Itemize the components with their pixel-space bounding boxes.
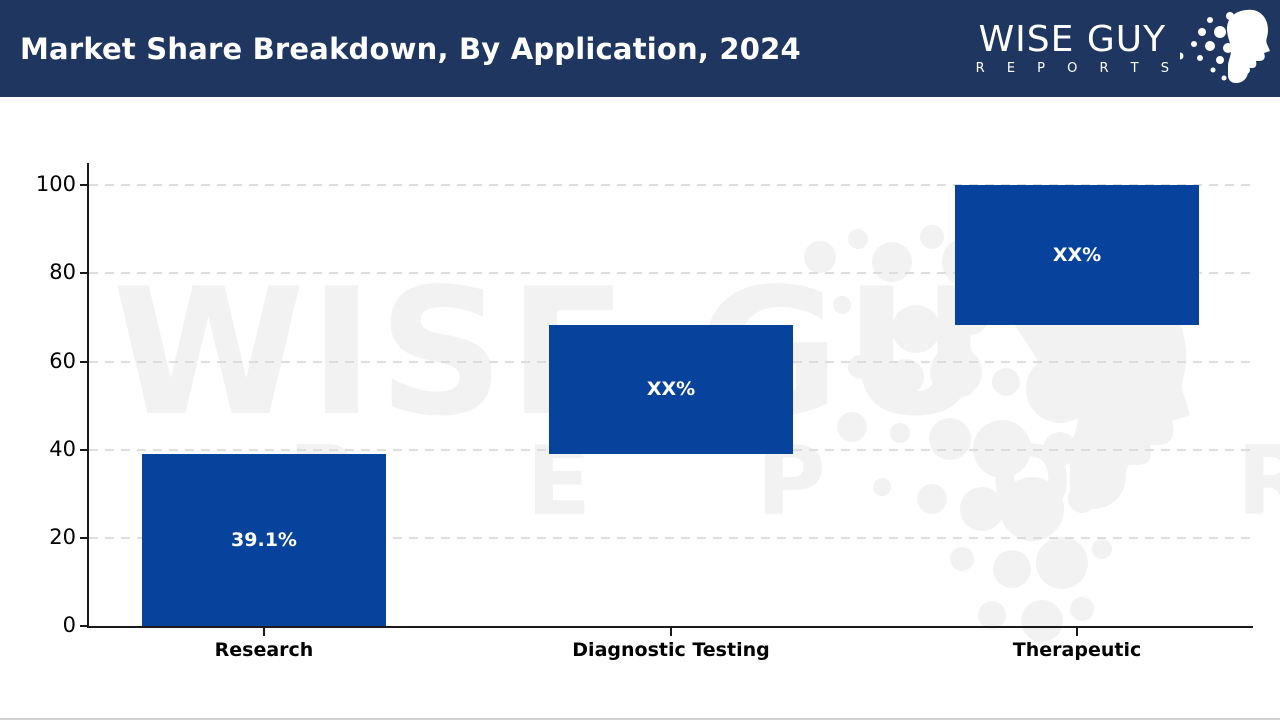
y-tick-label: 20 (49, 524, 76, 549)
gridline-y80 (89, 272, 1253, 275)
x-tick-mark (1076, 628, 1078, 636)
y-tick-mark (80, 448, 87, 451)
bar-research: 39.1% (142, 453, 386, 626)
bar-therapeutic: XX% (955, 185, 1199, 325)
y-axis-line (87, 163, 89, 628)
dotted-head-profile-icon (1180, 9, 1270, 83)
bar-value-label: XX% (1052, 244, 1102, 267)
x-category-label-diagnostic-testing: Diagnostic Testing (572, 639, 770, 661)
x-tick-mark (670, 628, 672, 636)
y-tick-mark (80, 272, 87, 275)
y-tick-mark (80, 536, 87, 539)
y-tick-label: 0 (62, 613, 76, 637)
y-tick-label: 40 (49, 436, 76, 461)
y-tick-label: 100 (35, 172, 76, 197)
bottom-rule (0, 718, 1280, 720)
bar-value-label: XX% (646, 378, 696, 401)
bar-diagnostic-testing: XX% (549, 325, 793, 454)
x-tick-mark (263, 628, 265, 636)
logo-text: WISE GUY R E P O R T S (967, 19, 1178, 76)
x-axis-line (87, 626, 1253, 628)
logo-subtitle: R E P O R T S (975, 61, 1178, 76)
y-tick-mark (80, 625, 87, 627)
bar-value-label: 39.1% (231, 528, 297, 551)
x-category-label-therapeutic: Therapeutic (1012, 639, 1142, 661)
page-title: Market Share Breakdown, By Application, … (20, 31, 801, 66)
gridline-y100 (89, 184, 1253, 187)
y-tick-mark (80, 360, 87, 363)
header-bar: Market Share Breakdown, By Application, … (0, 0, 1280, 97)
y-tick-mark (80, 184, 87, 187)
y-tick-label: 60 (49, 348, 76, 373)
x-category-label-research: Research (214, 639, 314, 661)
y-tick-label: 80 (49, 260, 76, 285)
gridline-y20 (89, 536, 1253, 539)
logo-name: WISE GUY (978, 19, 1167, 60)
wise-guy-logo: WISE GUY R E P O R T S (967, 0, 1272, 97)
